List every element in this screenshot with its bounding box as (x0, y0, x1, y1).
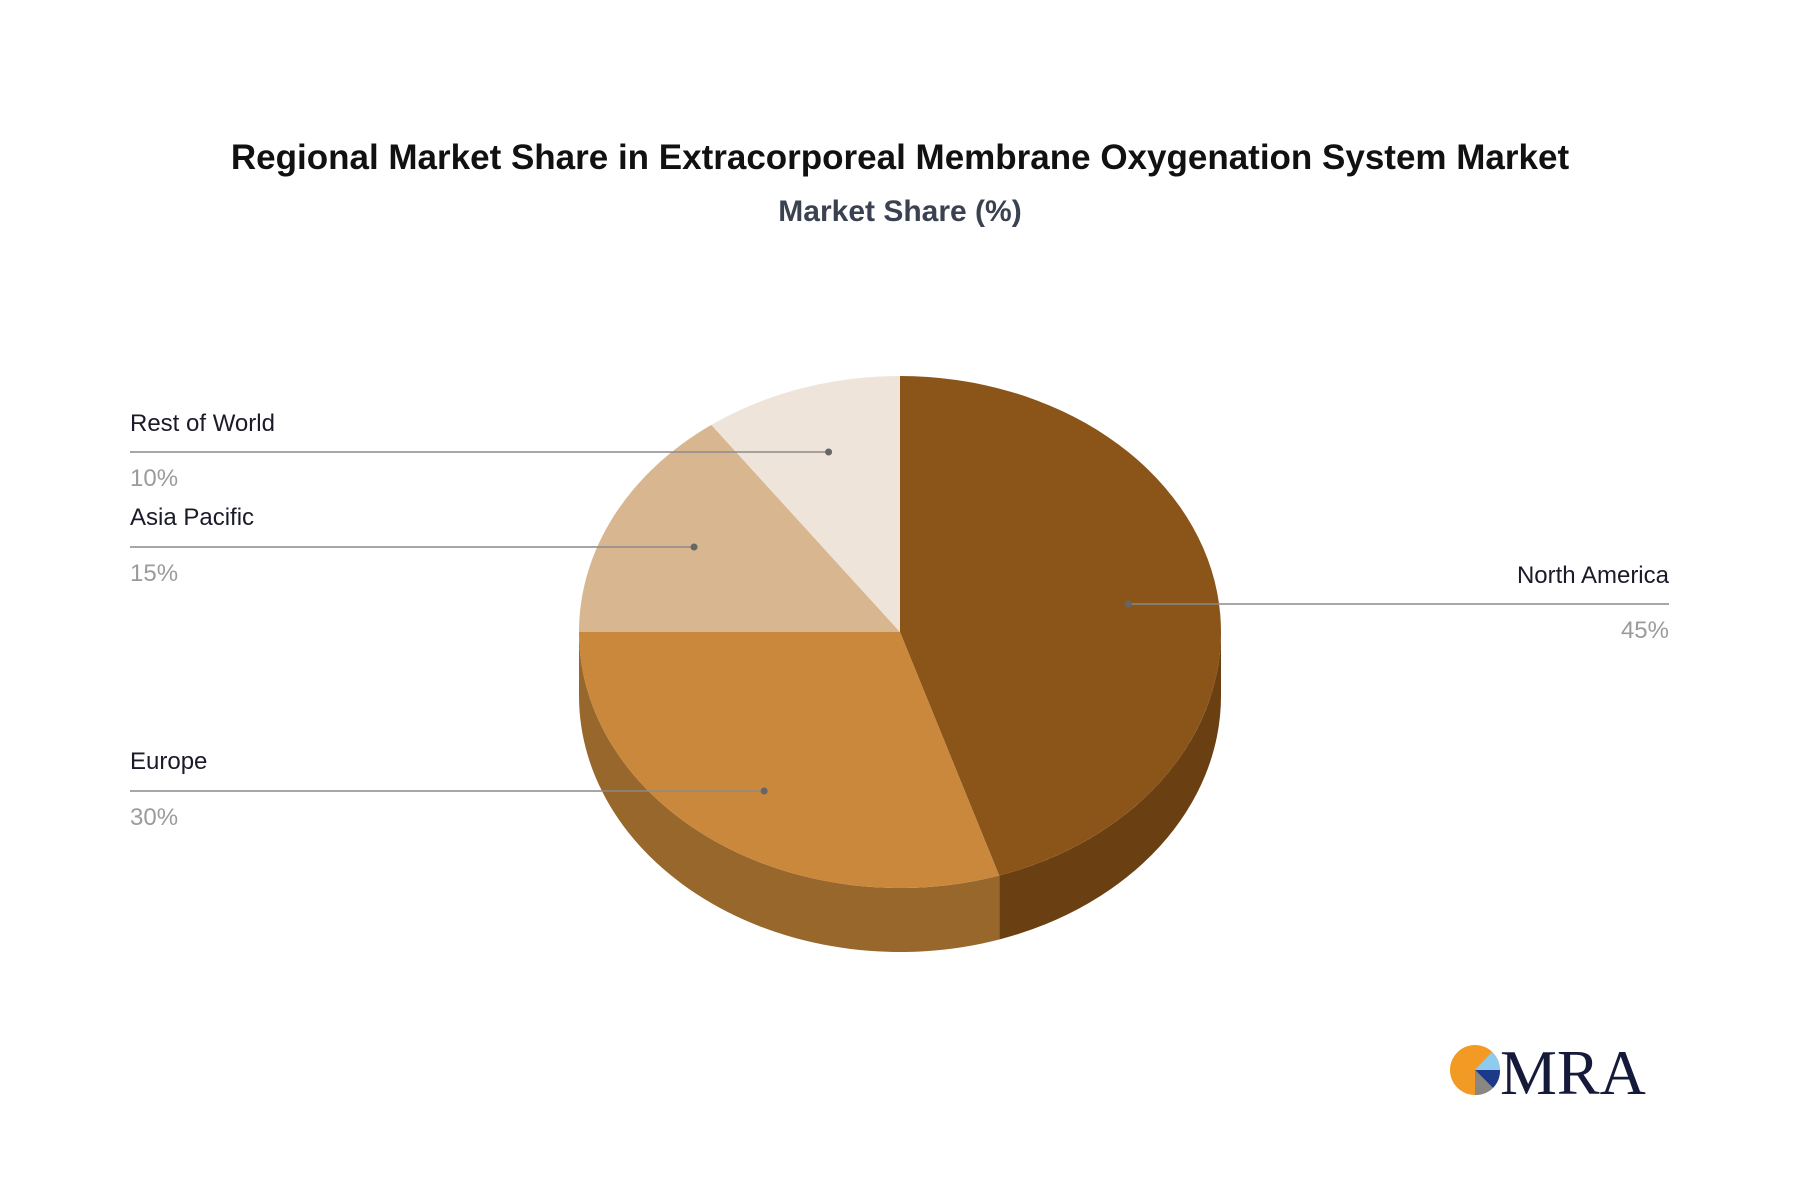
pie-slice[interactable] (711, 376, 900, 632)
slice-label: Asia Pacific (130, 504, 254, 531)
slice-label: Europe (130, 748, 207, 775)
chart-title: Regional Market Share in Extracorporeal … (231, 138, 1570, 177)
pie-slice[interactable] (900, 376, 1221, 876)
chart-subtitle: Market Share (%) (778, 195, 1021, 228)
pie-slices (578, 376, 1221, 889)
leader-dot (1124, 600, 1132, 608)
leader-dot (825, 448, 833, 456)
logo-text: MRA (1500, 1037, 1646, 1108)
slice-value-label: 10% (130, 465, 178, 492)
pie-side-0 (999, 632, 1221, 940)
pie-slice[interactable] (579, 424, 900, 632)
slice-label: Rest of World (130, 410, 275, 437)
pie-slice[interactable] (578, 632, 1000, 889)
slice-value-label: 15% (130, 560, 178, 587)
slice-label: North America (1517, 562, 1670, 589)
pie-labels: North America 45% Europe 30% Asia Pacific 15%… (130, 410, 1670, 831)
pie-side-1 (578, 632, 1000, 952)
slice-value-label: 45% (1621, 617, 1669, 644)
slice-value-label: 30% (130, 804, 178, 831)
leader-dot (760, 787, 768, 795)
leader-dot (690, 543, 698, 551)
pie-sides (578, 632, 1221, 952)
mra-logo: MRA (1450, 1037, 1646, 1108)
